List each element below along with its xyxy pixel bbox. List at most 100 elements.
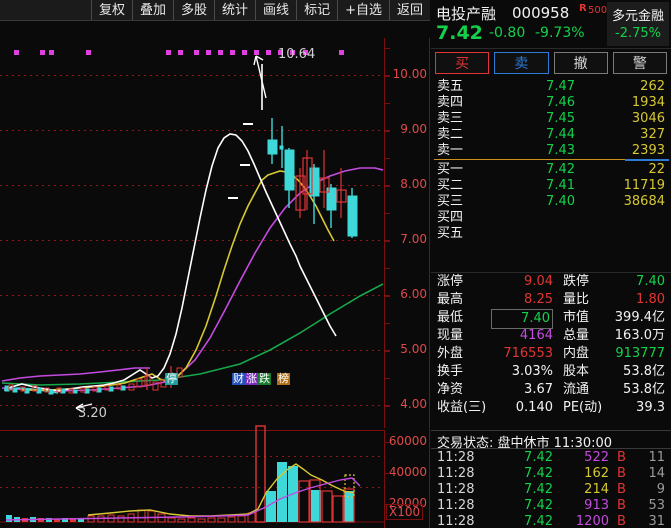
stats-value: 163.0万 [614,328,665,343]
last-price: 7.42 [436,22,483,44]
tick-row[interactable]: 11:28 7.42 913 B 53 [431,498,671,514]
orderbook-row[interactable]: 卖一 7.43 2393 [431,143,671,159]
ma-magenta-upper [1,367,150,382]
orderbook-level-label: 卖二 [437,127,464,142]
stats-value: 3.03% [511,364,553,379]
stats-value: 8.25 [524,292,553,307]
tick-side: B [617,466,626,481]
orderbook-volume: 38684 [623,194,665,209]
stats-key: 流通 [563,382,590,397]
limit-marker[interactable]: 停 [165,372,178,385]
tick-volume: 162 [584,466,609,481]
stats-row: 收益(三) 0.140 PE(动) 39.3 [431,399,671,417]
tick-price: 7.42 [524,514,553,528]
finance-marker[interactable]: 财 [232,372,245,385]
orderbook-volume: 327 [640,127,665,142]
stats-key: 市值 [563,310,590,325]
orderbook-row[interactable]: 卖三 7.45 3046 [431,111,671,127]
tick-count: 9 [656,482,665,497]
volume-axis: 60000 40000 20000 X100 [385,430,430,528]
orderbook-price: 7.43 [546,143,575,158]
toolbar-overlay[interactable]: 叠加 [132,0,173,20]
tick-time: 11:28 [437,514,475,528]
tick-side: B [617,450,626,465]
orderbook-divider-accent [625,159,669,161]
orderbook-row[interactable]: 买四 [431,210,671,226]
orderbook-level-label: 卖一 [437,143,464,158]
chart-pane: 复权 叠加 多股 统计 画线 标记 +自选 返回 [0,0,430,528]
toolbar-back[interactable]: 返回 [388,0,430,20]
tick-time: 11:28 [437,482,475,497]
tick-price: 7.42 [524,466,553,481]
orderbook-level-label: 买五 [437,226,464,241]
quote-panel: 电投产融 000958 R 500 7.42 -0.80 -9.73% 多元金融… [431,0,671,528]
stats-value: 0.140 [515,400,553,415]
sector-box[interactable]: 多元金融 -2.75% [607,2,669,46]
stats-key: 最高 [437,292,464,307]
volume-chart[interactable] [0,425,385,528]
price-axis-tick: 7.00 [400,232,427,246]
rank-marker[interactable]: 榜 [277,372,290,385]
chart-icon-row [0,21,430,59]
orderbook-row[interactable]: 买二 7.41 11719 [431,178,671,194]
price-axis-minor-tick [385,75,390,77]
stats-row: 外盘 716553 内盘 913777 [431,345,671,363]
toolbar-drawline[interactable]: 画线 [255,0,296,20]
stats-value: 39.3 [636,400,665,415]
volume-axis-tick: 40000 [388,465,427,479]
rise-marker[interactable]: 涨 [245,372,258,385]
orderbook-level-label: 卖五 [437,79,464,94]
sell-button[interactable]: 卖 [494,52,549,74]
orderbook-row[interactable]: 卖二 7.44 327 [431,127,671,143]
stats-key: 涨停 [437,274,464,289]
high-annotation-arrow [253,55,267,99]
orderbook-row[interactable]: 卖五 7.47 262 [431,79,671,95]
orderbook-row[interactable]: 买五 [431,226,671,242]
orderbook-row[interactable]: 买一 7.42 22 [431,162,671,178]
tick-side: B [617,498,626,513]
white-dashes [228,123,253,199]
tick-price: 7.42 [524,450,553,465]
orderbook-volume: 262 [640,79,665,94]
volume-axis-tickmark [385,473,390,474]
price-axis-tick: 10.00 [392,67,427,81]
alert-button[interactable]: 警 [612,52,667,74]
tick-row[interactable]: 11:28 7.42 522 B 11 [431,450,671,466]
cancel-button[interactable]: 撤 [553,52,608,74]
tick-row[interactable]: 11:28 7.42 214 B 9 [431,482,671,498]
price-axis-minor-tick [385,185,390,187]
stats-value: 53.8亿 [623,382,665,397]
orderbook-volume: 11719 [623,178,665,193]
stats-row: 最高 8.25 量比 1.80 [431,291,671,309]
orderbook-row[interactable]: 买三 7.40 38684 [431,194,671,210]
tick-time: 11:28 [437,498,475,513]
price-axis-minor-tick [385,350,390,352]
toolbar-restoration[interactable]: 复权 [90,0,132,20]
tick-list[interactable]: 11:28 7.42 522 B 11 11:28 7.42 162 B 14 11:28 7.42 2… [431,450,671,528]
tick-row[interactable]: 11:28 7.42 1200 B 31 [431,514,671,528]
orderbook-level-label: 买四 [437,210,464,225]
toolbar-multi-stock[interactable]: 多股 [173,0,214,20]
fall-marker[interactable]: 跌 [258,372,271,385]
orderbook-price: 7.41 [546,178,575,193]
stats-key: 换手 [437,364,464,379]
ma-yellow-line [22,170,335,391]
orderbook-row[interactable]: 卖四 7.46 1934 [431,95,671,111]
tick-row[interactable]: 11:28 7.42 162 B 14 [431,466,671,482]
r-flag-icon: R [579,3,587,14]
orderbook-volume: 22 [648,162,665,177]
toolbar-add-favorite[interactable]: +自选 [337,0,389,20]
trade-actions: 买卖撤警 [431,50,671,76]
low-annotation: 3.20 [78,406,107,421]
price-chart[interactable]: 10.64 3.20 停 财 涨 跌 榜 [0,38,385,428]
buy-button[interactable]: 买 [435,52,490,74]
orderbook-price: 7.47 [546,79,575,94]
volume-axis-tick: 20000 [388,496,427,510]
toolbar-mark[interactable]: 标记 [296,0,337,20]
toolbar-statistics[interactable]: 统计 [214,0,255,20]
price-axis-minor-tick [385,268,390,269]
orderbook-level-label: 卖三 [437,111,464,126]
price-axis-tick: 4.00 [400,397,427,411]
orderbook-price: 7.44 [546,127,575,142]
